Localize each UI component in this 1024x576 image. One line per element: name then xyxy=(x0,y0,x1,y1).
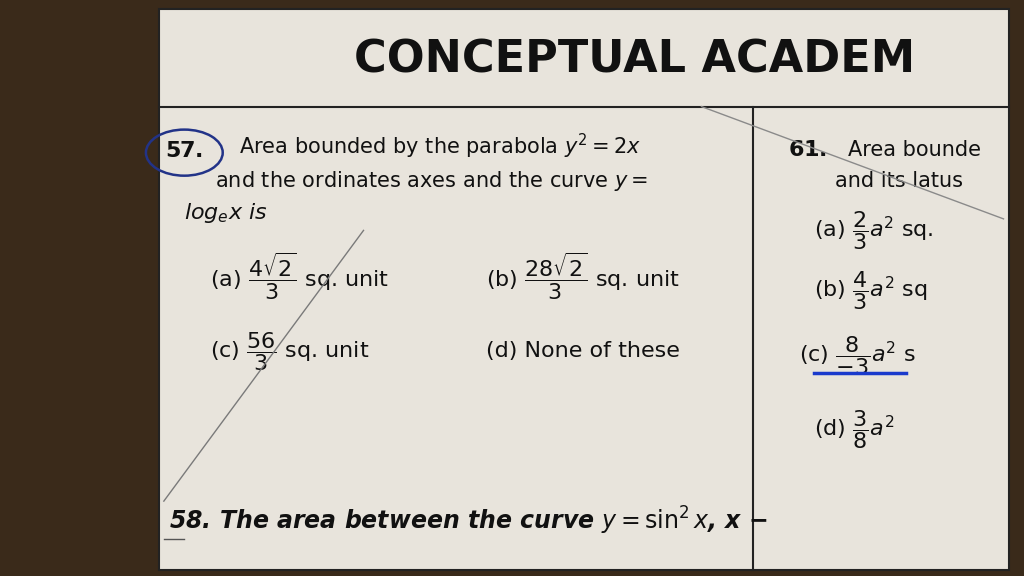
Text: CONCEPTUAL ACADEM: CONCEPTUAL ACADEM xyxy=(354,39,915,82)
Text: (d) None of these: (d) None of these xyxy=(486,342,680,361)
Text: (b) $\dfrac{28\sqrt{2}}{3}$ sq. unit: (b) $\dfrac{28\sqrt{2}}{3}$ sq. unit xyxy=(486,251,680,302)
Text: and the ordinates axes and the curve $y =$: and the ordinates axes and the curve $y … xyxy=(215,169,648,194)
Text: (d) $\dfrac{3}{8}a^2$: (d) $\dfrac{3}{8}a^2$ xyxy=(814,408,894,450)
Text: $\mathbf{57.}$: $\mathbf{57.}$ xyxy=(165,141,204,161)
Text: 58. The area between the curve $y = \sin^2 x$, x −: 58. The area between the curve $y = \sin… xyxy=(169,505,768,537)
FancyBboxPatch shape xyxy=(159,9,1009,570)
Text: Area bounded by the parabola $y^2 = 2x$: Area bounded by the parabola $y^2 = 2x$ xyxy=(239,132,641,161)
Text: (a) $\dfrac{4\sqrt{2}}{3}$ sq. unit: (a) $\dfrac{4\sqrt{2}}{3}$ sq. unit xyxy=(210,251,389,302)
Text: (c) $\dfrac{8}{-3}a^2$ s: (c) $\dfrac{8}{-3}a^2$ s xyxy=(799,334,915,377)
Text: (c) $\dfrac{56}{3}$ sq. unit: (c) $\dfrac{56}{3}$ sq. unit xyxy=(210,330,370,373)
Text: $\mathbf{61.}$: $\mathbf{61.}$ xyxy=(788,140,827,160)
Text: and its latus: and its latus xyxy=(835,172,963,191)
Text: $log_e x$ is: $log_e x$ is xyxy=(184,201,268,225)
Text: (b) $\dfrac{4}{3}a^2$ sq: (b) $\dfrac{4}{3}a^2$ sq xyxy=(814,270,928,312)
Text: Area bounde: Area bounde xyxy=(848,140,981,160)
Text: (a) $\dfrac{2}{3}a^2$ sq.: (a) $\dfrac{2}{3}a^2$ sq. xyxy=(814,209,934,252)
